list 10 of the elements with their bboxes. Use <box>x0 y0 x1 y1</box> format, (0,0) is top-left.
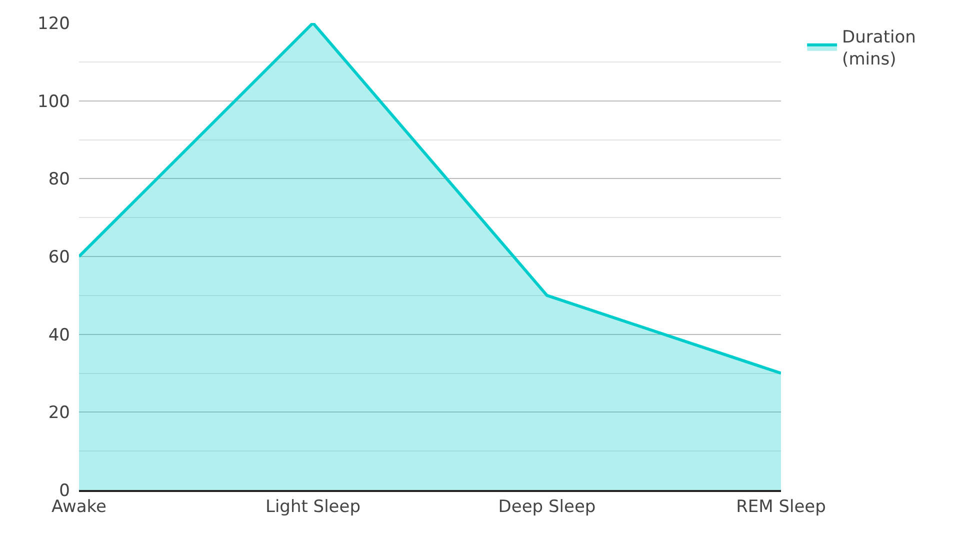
legend-label: Duration (mins) <box>842 28 916 70</box>
x-tick-label: Light Sleep <box>265 497 361 518</box>
x-tick-label: REM Sleep <box>736 497 826 518</box>
y-tick-label: 60 <box>48 247 70 268</box>
y-tick-label: 40 <box>48 325 70 346</box>
y-tick-label: 100 <box>38 92 70 112</box>
y-tick-label: 80 <box>48 170 70 190</box>
y-tick-label: 20 <box>48 403 70 424</box>
y-tick-label: 120 <box>38 14 70 34</box>
x-tick-label: Deep Sleep <box>498 497 596 518</box>
